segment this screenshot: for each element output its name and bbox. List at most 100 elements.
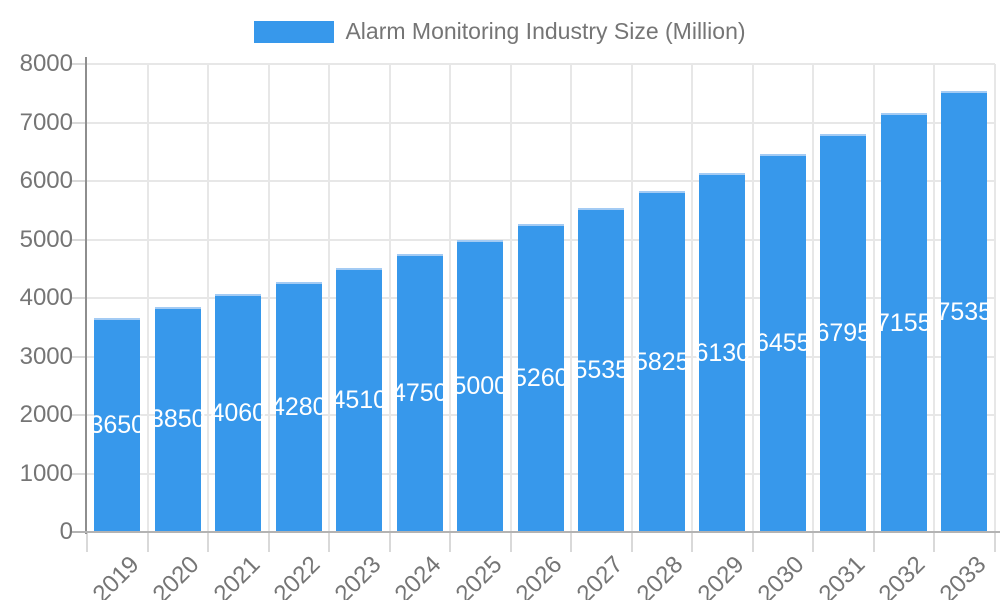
y-axis-tick	[72, 297, 87, 299]
y-axis-tick-label: 4000	[19, 284, 73, 311]
x-gridline	[570, 64, 572, 532]
bar[interactable]	[638, 191, 685, 532]
x-axis-tick	[509, 533, 512, 552]
x-axis-tick	[812, 533, 814, 552]
y-axis-tick-label: 7000	[19, 108, 73, 136]
y-axis-tick	[72, 121, 87, 124]
bar-value-label: 6130	[694, 338, 751, 367]
x-axis-tick	[691, 533, 693, 552]
y-gridline	[87, 63, 995, 65]
x-axis-tick-label-text: 2030	[752, 551, 810, 600]
bar[interactable]	[699, 173, 746, 532]
x-axis-tick-label-text: 2024	[389, 551, 447, 600]
x-axis-tick-label-text: 2019	[87, 551, 145, 600]
x-axis-tick-label-text: 2028	[631, 551, 689, 600]
x-gridline	[509, 64, 512, 532]
x-axis-tick-label-text: 2026	[510, 551, 568, 600]
x-axis-tick-label-text: 2031	[813, 551, 871, 600]
y-axis-tick-label: 3000	[19, 342, 73, 370]
bar-value-label: 7155	[875, 308, 932, 337]
y-axis-tick-label: 0	[59, 518, 73, 545]
x-axis-tick-label-text: 2025	[450, 551, 508, 600]
bar-value-label: 5260	[512, 364, 569, 393]
x-axis-tick	[630, 533, 633, 552]
y-gridline	[87, 121, 995, 124]
x-gridline	[872, 64, 875, 532]
bar[interactable]	[759, 154, 806, 532]
bar[interactable]	[517, 224, 564, 532]
x-axis-tick	[146, 533, 149, 552]
y-axis-tick	[72, 238, 87, 241]
x-gridline	[993, 64, 996, 532]
x-axis-tick	[207, 533, 209, 552]
x-axis-tick	[449, 533, 451, 552]
y-gridline	[87, 180, 995, 182]
bar-value-label: 5535	[573, 356, 630, 385]
legend-swatch[interactable]	[254, 20, 335, 43]
x-axis-tick	[993, 533, 996, 552]
bar[interactable]	[154, 306, 201, 532]
bar[interactable]	[94, 318, 141, 532]
x-gridline	[691, 64, 693, 532]
x-axis-tick-label-text: 2021	[208, 551, 266, 600]
y-axis-tick	[72, 355, 87, 358]
x-axis-tick-label-text: 2029	[692, 551, 750, 600]
x-gridline	[328, 64, 330, 532]
x-axis-tick-label-text: 2032	[873, 551, 931, 600]
bar-value-label: 3650	[89, 411, 146, 440]
x-gridline	[630, 64, 633, 532]
bar-value-label: 6795	[815, 319, 872, 348]
bar[interactable]	[215, 294, 262, 532]
x-axis-tick-label-text: 2027	[571, 551, 629, 600]
y-axis-tick-label: 8000	[19, 50, 73, 77]
bar-value-label: 4280	[270, 392, 327, 421]
x-gridline	[388, 64, 391, 532]
bar[interactable]	[820, 134, 867, 532]
bar-value-label: 4750	[391, 379, 448, 408]
bar[interactable]	[941, 91, 988, 532]
x-gridline	[207, 64, 209, 532]
bar-value-label: 3850	[149, 405, 206, 434]
x-axis-tick	[570, 533, 572, 552]
y-axis-tick	[72, 414, 87, 416]
bar[interactable]	[578, 208, 625, 532]
chart-legend[interactable]: Alarm Monitoring Industry Size (Million)	[0, 18, 1000, 45]
bar[interactable]	[396, 254, 443, 532]
y-axis-tick-label: 5000	[19, 225, 73, 253]
x-axis-tick	[751, 533, 754, 552]
bar[interactable]	[336, 268, 383, 532]
y-axis-tick-label: 6000	[19, 167, 73, 194]
bar-value-label: 6455	[754, 329, 811, 358]
y-axis-line	[85, 57, 87, 534]
x-axis-tick-label-text: 2022	[268, 551, 326, 600]
y-axis-tick	[72, 180, 87, 182]
x-gridline	[146, 64, 149, 532]
x-axis-line	[72, 531, 1000, 533]
x-axis-tick	[328, 533, 330, 552]
x-axis-tick-label-text: 2023	[329, 551, 387, 600]
bar-value-label: 4060	[210, 399, 267, 428]
bar[interactable]	[880, 113, 927, 532]
bar[interactable]	[457, 239, 504, 532]
y-axis-tick-label: 1000	[19, 459, 73, 487]
bar-value-label: 5825	[633, 347, 690, 376]
y-axis-tick	[72, 63, 87, 65]
bar-value-label: 5000	[452, 371, 509, 400]
x-axis-tick-label-text: 2033	[934, 551, 992, 600]
x-axis-tick	[267, 533, 270, 552]
x-axis-tick	[86, 533, 88, 552]
x-axis-tick	[872, 533, 875, 552]
x-axis-tick	[933, 533, 935, 552]
y-axis-tick-label: 2000	[19, 401, 73, 428]
legend-label[interactable]: Alarm Monitoring Industry Size (Million)	[345, 18, 746, 44]
x-gridline	[751, 64, 754, 532]
x-gridline	[449, 64, 451, 532]
bar[interactable]	[275, 281, 322, 532]
x-axis-tick	[388, 533, 391, 552]
x-gridline	[812, 64, 814, 532]
x-gridline	[933, 64, 935, 532]
y-axis-tick	[72, 472, 87, 475]
bar-value-label: 7535	[936, 297, 993, 326]
x-gridline	[267, 64, 270, 532]
